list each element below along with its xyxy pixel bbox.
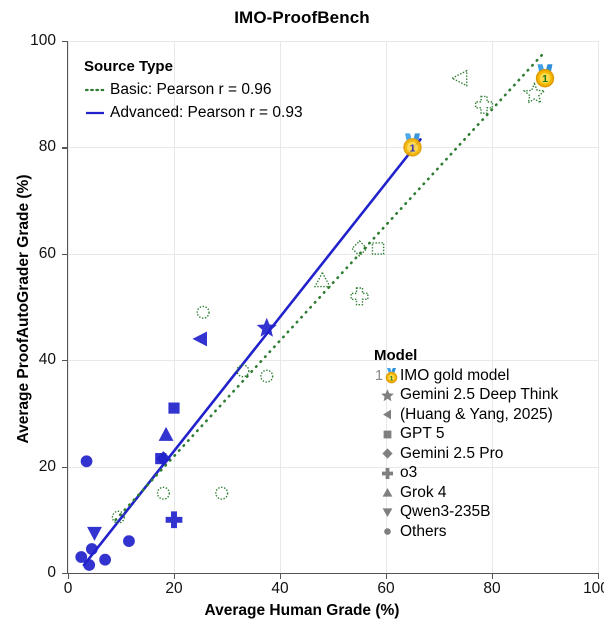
gridline-y-80 xyxy=(68,147,598,149)
svg-text:1: 1 xyxy=(390,376,394,383)
y-tick-label-0: 0 xyxy=(47,564,56,581)
source-type-legend-title: Source Type xyxy=(84,58,173,75)
model-legend-item-gemini-pro-label: Gemini 2.5 Pro xyxy=(400,444,504,462)
left-triangle-icon xyxy=(374,407,400,422)
up-triangle-icon xyxy=(374,485,400,500)
advanced-line-key-icon xyxy=(84,106,110,120)
legend-item-basic[interactable]: Basic: Pearson r = 0.96 xyxy=(84,78,303,101)
circle-icon xyxy=(374,524,400,539)
model-legend-item-o3[interactable]: o3 xyxy=(374,464,558,484)
star-icon xyxy=(374,388,400,403)
gridline-x-0 xyxy=(68,41,69,573)
source-type-legend: Source Type Basic: Pearson r = 0.96 Adva… xyxy=(84,58,303,124)
y-tick-0 xyxy=(62,573,68,575)
y-tick-40 xyxy=(62,360,68,362)
y-tick-label-20: 20 xyxy=(38,457,56,475)
diamond-icon xyxy=(374,446,400,461)
x-axis-label: Average Human Grade (%) xyxy=(204,602,400,619)
x-tick-label-20: 20 xyxy=(165,580,183,597)
y-axis-label: Average ProofAutoGrader Grade (%) xyxy=(15,174,32,444)
model-legend-title: Model xyxy=(374,347,418,364)
model-legend-item-gemini-deep-think-label: Gemini 2.5 Deep Think xyxy=(400,386,559,404)
model-legend-item-imo-gold-model-label: IMO gold model xyxy=(400,366,510,384)
model-legend-item-gemini-pro[interactable]: Gemini 2.5 Pro xyxy=(374,444,558,464)
model-legend-item-huang-yang[interactable]: (Huang & Yang, 2025) xyxy=(374,405,558,425)
medal-icon: 1 1 xyxy=(374,367,400,384)
square-icon xyxy=(374,427,400,442)
x-tick-60 xyxy=(386,573,388,579)
y-tick-20 xyxy=(62,466,68,468)
model-legend-item-others-label: Others xyxy=(400,522,447,540)
legend-item-basic-label: Basic: Pearson r = 0.96 xyxy=(110,80,272,98)
model-legend-item-others[interactable]: Others xyxy=(374,522,558,542)
gridline-y-60 xyxy=(68,253,598,255)
x-tick-40 xyxy=(280,573,282,579)
gridline-y-100 xyxy=(68,41,598,42)
y-tick-100 xyxy=(62,41,68,43)
legend-item-advanced-label: Advanced: Pearson r = 0.93 xyxy=(110,103,303,121)
y-tick-label-100: 100 xyxy=(30,32,56,49)
model-legend-item-gpt5[interactable]: GPT 5 xyxy=(374,425,558,445)
x-tick-label-60: 60 xyxy=(377,580,395,597)
model-legend-item-grok4[interactable]: Grok 4 xyxy=(374,483,558,503)
y-axis-line xyxy=(67,41,69,574)
x-tick-label-0: 0 xyxy=(63,580,73,597)
down-triangle-icon xyxy=(374,505,400,520)
y-tick-label-40: 40 xyxy=(38,351,56,369)
x-tick-label-100: 100 xyxy=(583,580,604,597)
gridline-x-100 xyxy=(598,41,599,573)
model-legend-item-huang-yang-label: (Huang & Yang, 2025) xyxy=(400,405,553,423)
plus-icon xyxy=(374,466,400,481)
model-legend-item-grok4-label: Grok 4 xyxy=(400,483,447,501)
x-tick-100 xyxy=(598,573,600,579)
legend-item-advanced[interactable]: Advanced: Pearson r = 0.93 xyxy=(84,101,303,124)
model-legend-item-imo-gold-model[interactable]: 1 1 IMO gold model xyxy=(374,366,558,386)
page-title: IMO-ProofBench xyxy=(234,8,370,27)
x-tick-label-80: 80 xyxy=(483,580,501,597)
x-tick-0 xyxy=(68,573,70,579)
x-tick-80 xyxy=(492,573,494,579)
model-legend: Model 1 1 IMO gold model Gemini 2.5 Deep… xyxy=(374,347,558,542)
y-tick-60 xyxy=(62,253,68,256)
x-tick-label-40: 40 xyxy=(271,580,289,597)
basic-line-key-icon xyxy=(84,83,110,97)
model-legend-item-o3-label: o3 xyxy=(400,464,418,482)
y-tick-label-60: 60 xyxy=(38,244,56,262)
model-legend-item-qwen3-label: Qwen3-235B xyxy=(400,503,491,521)
x-axis-line xyxy=(67,573,599,575)
model-legend-item-qwen3[interactable]: Qwen3-235B xyxy=(374,503,558,523)
model-legend-item-gpt5-label: GPT 5 xyxy=(400,425,445,443)
y-tick-80 xyxy=(62,147,68,149)
y-tick-label-80: 80 xyxy=(38,138,56,156)
x-tick-20 xyxy=(174,573,176,579)
medal-rank-label: 1 xyxy=(374,367,384,384)
model-legend-item-gemini-deep-think[interactable]: Gemini 2.5 Deep Think xyxy=(374,386,558,406)
